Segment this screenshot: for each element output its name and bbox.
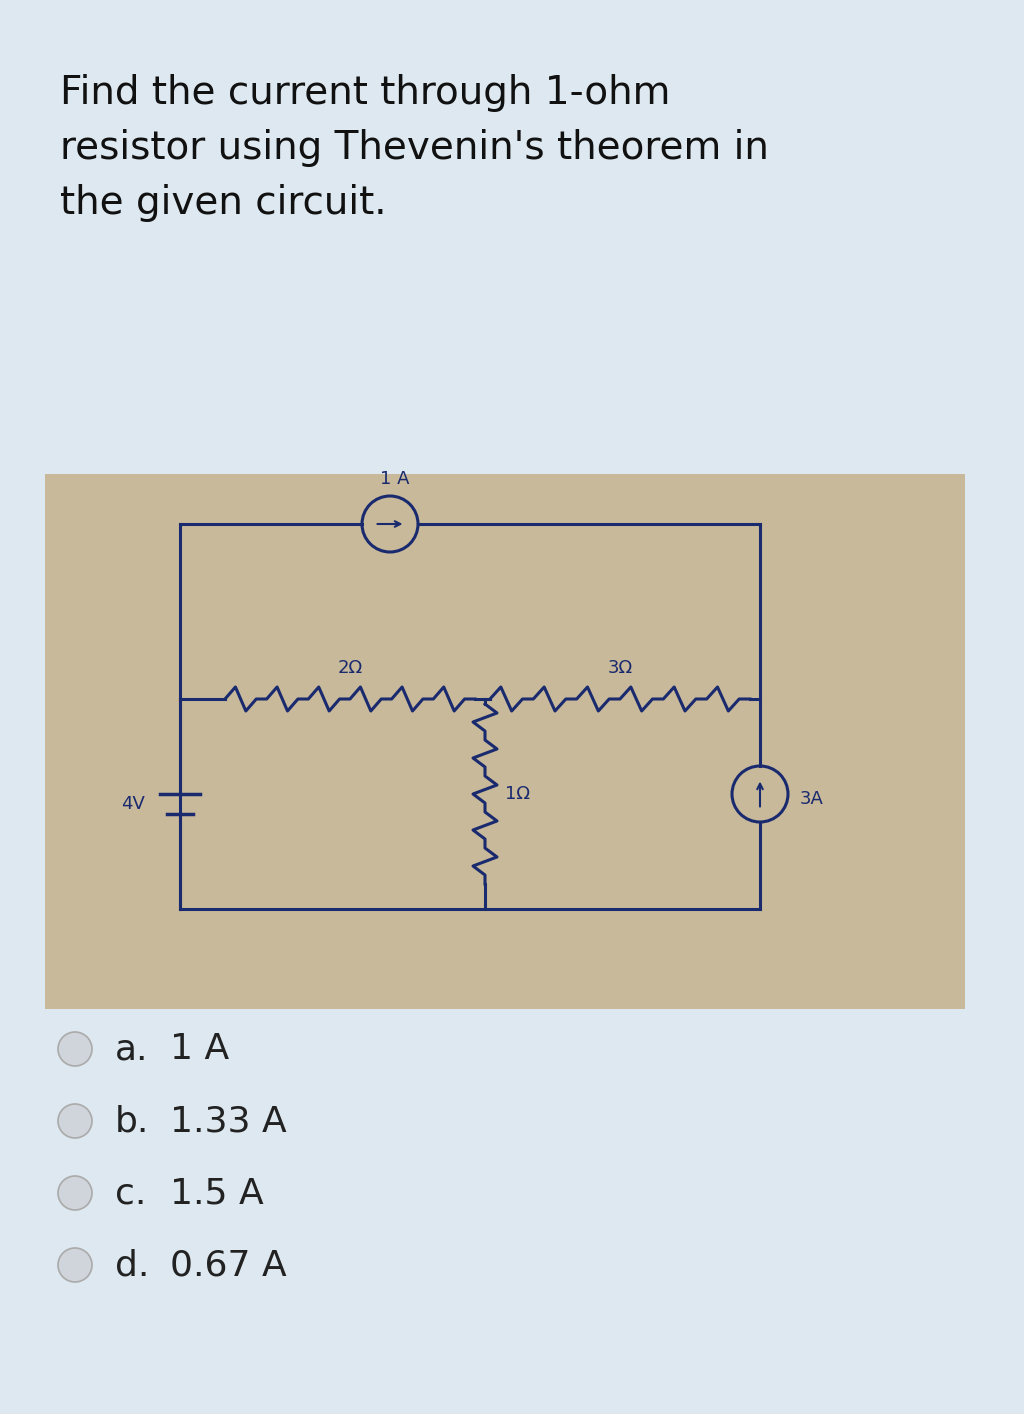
Text: b.: b. bbox=[115, 1104, 150, 1138]
Text: Find the current through 1-ohm: Find the current through 1-ohm bbox=[60, 74, 671, 112]
Text: 1.5 A: 1.5 A bbox=[170, 1176, 264, 1210]
Circle shape bbox=[58, 1032, 92, 1066]
Text: 1 A: 1 A bbox=[170, 1032, 229, 1066]
Text: 1Ω: 1Ω bbox=[505, 785, 530, 803]
Text: 2Ω: 2Ω bbox=[338, 659, 362, 677]
Text: the given circuit.: the given circuit. bbox=[60, 184, 387, 222]
Text: 4V: 4V bbox=[121, 795, 145, 813]
Text: 1.33 A: 1.33 A bbox=[170, 1104, 287, 1138]
Bar bbox=[45, 474, 965, 1010]
Text: a.: a. bbox=[115, 1032, 148, 1066]
Circle shape bbox=[58, 1104, 92, 1138]
Text: 3Ω: 3Ω bbox=[607, 659, 633, 677]
Text: 0.67 A: 0.67 A bbox=[170, 1249, 287, 1282]
Text: d.: d. bbox=[115, 1249, 150, 1282]
Circle shape bbox=[58, 1176, 92, 1210]
Text: c.: c. bbox=[115, 1176, 146, 1210]
Circle shape bbox=[58, 1249, 92, 1282]
Text: 3A: 3A bbox=[800, 790, 824, 807]
Text: 1 A: 1 A bbox=[380, 469, 410, 488]
Text: resistor using Thevenin's theorem in: resistor using Thevenin's theorem in bbox=[60, 129, 769, 167]
